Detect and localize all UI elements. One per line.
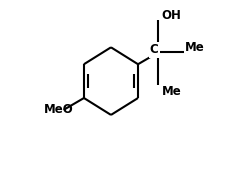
Text: C: C — [150, 43, 158, 56]
Text: MeO: MeO — [43, 103, 73, 116]
Text: OH: OH — [162, 9, 182, 22]
Text: Me: Me — [185, 41, 205, 54]
Text: Me: Me — [162, 85, 182, 98]
